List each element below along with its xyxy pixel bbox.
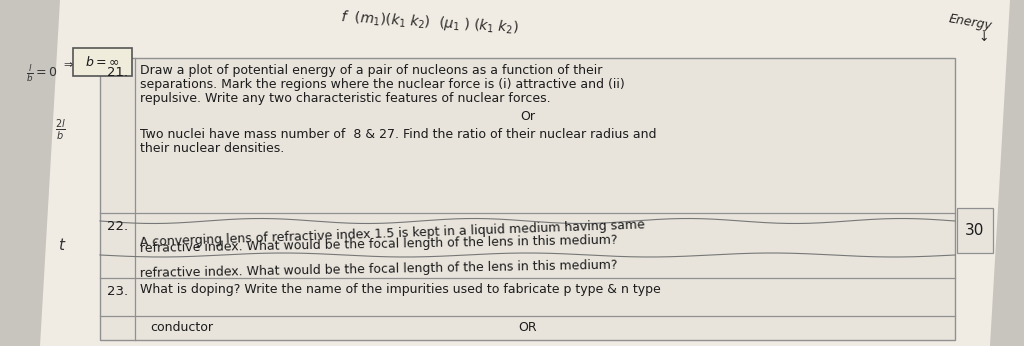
Text: A converging lens of refractive index 1.5 is kept in a liquid medium having same: A converging lens of refractive index 1.… [140, 218, 645, 249]
Text: $\frac{2l}{b}$: $\frac{2l}{b}$ [54, 118, 66, 142]
Text: $\mathit{t}$: $\mathit{t}$ [57, 237, 67, 253]
Text: $b=\infty$: $b=\infty$ [85, 55, 119, 69]
FancyBboxPatch shape [957, 208, 993, 253]
Text: Energy: Energy [947, 12, 992, 33]
Text: 30: 30 [966, 223, 985, 238]
Text: ⇒: ⇒ [63, 60, 73, 70]
Text: 23.: 23. [106, 285, 128, 298]
Text: their nuclear densities.: their nuclear densities. [140, 142, 285, 155]
Text: $\frac{l}{b}=0$: $\frac{l}{b}=0$ [27, 62, 57, 84]
Text: repulsive. Write any two characteristic features of nuclear forces.: repulsive. Write any two characteristic … [140, 92, 551, 105]
Text: What is doping? Write the name of the impurities used to fabricate p type & n ty: What is doping? Write the name of the im… [140, 283, 660, 296]
Text: Draw a plot of potential energy of a pair of nucleons as a function of their: Draw a plot of potential energy of a pai… [140, 64, 602, 77]
Text: OR: OR [518, 321, 537, 334]
Polygon shape [40, 0, 1010, 346]
Text: $f$  $(m_1)(k_1\ k_2)$  $(\mu_1\ )$ $(k_1\ k_2)$: $f$ $(m_1)(k_1\ k_2)$ $(\mu_1\ )$ $(k_1\… [340, 8, 519, 37]
Text: Two nuclei have mass number of  8 & 27. Find the ratio of their nuclear radius a: Two nuclei have mass number of 8 & 27. F… [140, 128, 656, 141]
Text: Or: Or [520, 110, 535, 123]
Text: refractive index. What would be the focal length of the lens in this medium?: refractive index. What would be the foca… [140, 234, 617, 255]
Text: $\downarrow$: $\downarrow$ [976, 30, 988, 44]
Text: conductor: conductor [150, 321, 213, 334]
Text: 21.: 21. [106, 66, 128, 79]
Text: separations. Mark the regions where the nuclear force is (i) attractive and (ii): separations. Mark the regions where the … [140, 78, 625, 91]
Text: refractive index. What would be the focal length of the lens in this medium?: refractive index. What would be the foca… [140, 259, 617, 280]
Text: 22.: 22. [106, 220, 128, 233]
FancyBboxPatch shape [100, 58, 955, 340]
FancyBboxPatch shape [73, 48, 132, 76]
